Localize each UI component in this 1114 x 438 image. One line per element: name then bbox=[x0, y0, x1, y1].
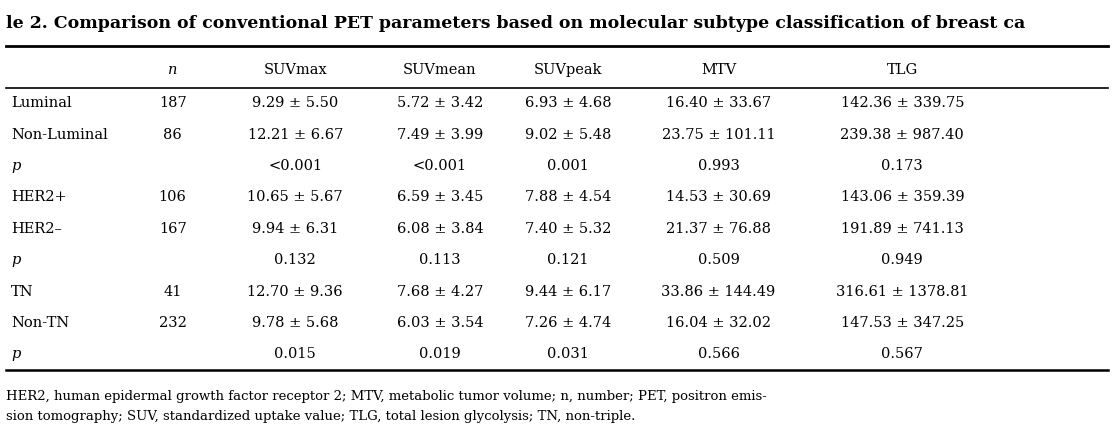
Text: 167: 167 bbox=[159, 222, 186, 236]
Text: 239.38 ± 987.40: 239.38 ± 987.40 bbox=[840, 128, 965, 141]
Text: 9.94 ± 6.31: 9.94 ± 6.31 bbox=[252, 222, 339, 236]
Text: 7.40 ± 5.32: 7.40 ± 5.32 bbox=[525, 222, 612, 236]
Text: 0.993: 0.993 bbox=[697, 159, 740, 173]
Text: SUVmax: SUVmax bbox=[263, 63, 328, 77]
Text: 9.02 ± 5.48: 9.02 ± 5.48 bbox=[525, 128, 612, 141]
Text: 0.567: 0.567 bbox=[881, 347, 924, 361]
Text: <0.001: <0.001 bbox=[413, 159, 467, 173]
Text: 0.566: 0.566 bbox=[697, 347, 740, 361]
Text: p: p bbox=[11, 347, 20, 361]
Text: 9.44 ± 6.17: 9.44 ± 6.17 bbox=[525, 285, 612, 299]
Text: 187: 187 bbox=[159, 96, 186, 110]
Text: 106: 106 bbox=[158, 191, 187, 205]
Text: 33.86 ± 144.49: 33.86 ± 144.49 bbox=[662, 285, 775, 299]
Text: sion tomography; SUV, standardized uptake value; TLG, total lesion glycolysis; T: sion tomography; SUV, standardized uptak… bbox=[6, 410, 635, 423]
Text: 232: 232 bbox=[158, 316, 187, 330]
Text: TN: TN bbox=[11, 285, 33, 299]
Text: 5.72 ± 3.42: 5.72 ± 3.42 bbox=[397, 96, 483, 110]
Text: 6.59 ± 3.45: 6.59 ± 3.45 bbox=[397, 191, 483, 205]
Text: Non-TN: Non-TN bbox=[11, 316, 69, 330]
Text: 7.88 ± 4.54: 7.88 ± 4.54 bbox=[525, 191, 612, 205]
Text: SUVpeak: SUVpeak bbox=[534, 63, 603, 77]
Text: 0.113: 0.113 bbox=[419, 253, 461, 267]
Text: 6.03 ± 3.54: 6.03 ± 3.54 bbox=[397, 316, 483, 330]
Text: p: p bbox=[11, 159, 20, 173]
Text: 7.68 ± 4.27: 7.68 ± 4.27 bbox=[397, 285, 483, 299]
Text: 6.08 ± 3.84: 6.08 ± 3.84 bbox=[397, 222, 483, 236]
Text: 191.89 ± 741.13: 191.89 ± 741.13 bbox=[841, 222, 964, 236]
Text: 14.53 ± 30.69: 14.53 ± 30.69 bbox=[666, 191, 771, 205]
Text: 9.29 ± 5.50: 9.29 ± 5.50 bbox=[252, 96, 339, 110]
Text: 12.70 ± 9.36: 12.70 ± 9.36 bbox=[247, 285, 343, 299]
Text: MTV: MTV bbox=[701, 63, 736, 77]
Text: 21.37 ± 76.88: 21.37 ± 76.88 bbox=[666, 222, 771, 236]
Text: 86: 86 bbox=[164, 128, 182, 141]
Text: 0.019: 0.019 bbox=[419, 347, 461, 361]
Text: 0.173: 0.173 bbox=[881, 159, 924, 173]
Text: p: p bbox=[11, 253, 20, 267]
Text: <0.001: <0.001 bbox=[268, 159, 322, 173]
Text: le 2. Comparison of conventional PET parameters based on molecular subtype class: le 2. Comparison of conventional PET par… bbox=[6, 15, 1025, 32]
Text: TLG: TLG bbox=[887, 63, 918, 77]
Text: 6.93 ± 4.68: 6.93 ± 4.68 bbox=[525, 96, 612, 110]
Text: 16.04 ± 32.02: 16.04 ± 32.02 bbox=[666, 316, 771, 330]
Text: 0.132: 0.132 bbox=[274, 253, 316, 267]
Text: HER2–: HER2– bbox=[11, 222, 62, 236]
Text: 0.949: 0.949 bbox=[881, 253, 924, 267]
Text: 147.53 ± 347.25: 147.53 ± 347.25 bbox=[841, 316, 964, 330]
Text: 0.121: 0.121 bbox=[547, 253, 589, 267]
Text: HER2+: HER2+ bbox=[11, 191, 67, 205]
Text: Luminal: Luminal bbox=[11, 96, 71, 110]
Text: 41: 41 bbox=[164, 285, 182, 299]
Text: 0.509: 0.509 bbox=[697, 253, 740, 267]
Text: SUVmean: SUVmean bbox=[403, 63, 477, 77]
Text: 142.36 ± 339.75: 142.36 ± 339.75 bbox=[841, 96, 964, 110]
Text: 0.015: 0.015 bbox=[274, 347, 316, 361]
Text: 0.001: 0.001 bbox=[547, 159, 589, 173]
Text: n: n bbox=[168, 63, 177, 77]
Text: 23.75 ± 101.11: 23.75 ± 101.11 bbox=[662, 128, 775, 141]
Text: 0.031: 0.031 bbox=[547, 347, 589, 361]
Text: 9.78 ± 5.68: 9.78 ± 5.68 bbox=[252, 316, 339, 330]
Text: HER2, human epidermal growth factor receptor 2; MTV, metabolic tumor volume; n, : HER2, human epidermal growth factor rece… bbox=[6, 390, 766, 403]
Text: Non-Luminal: Non-Luminal bbox=[11, 128, 108, 141]
Text: 10.65 ± 5.67: 10.65 ± 5.67 bbox=[247, 191, 343, 205]
Text: 316.61 ± 1378.81: 316.61 ± 1378.81 bbox=[836, 285, 969, 299]
Text: 12.21 ± 6.67: 12.21 ± 6.67 bbox=[247, 128, 343, 141]
Text: 7.49 ± 3.99: 7.49 ± 3.99 bbox=[397, 128, 483, 141]
Text: 16.40 ± 33.67: 16.40 ± 33.67 bbox=[666, 96, 771, 110]
Text: 143.06 ± 359.39: 143.06 ± 359.39 bbox=[841, 191, 964, 205]
Text: 7.26 ± 4.74: 7.26 ± 4.74 bbox=[525, 316, 612, 330]
